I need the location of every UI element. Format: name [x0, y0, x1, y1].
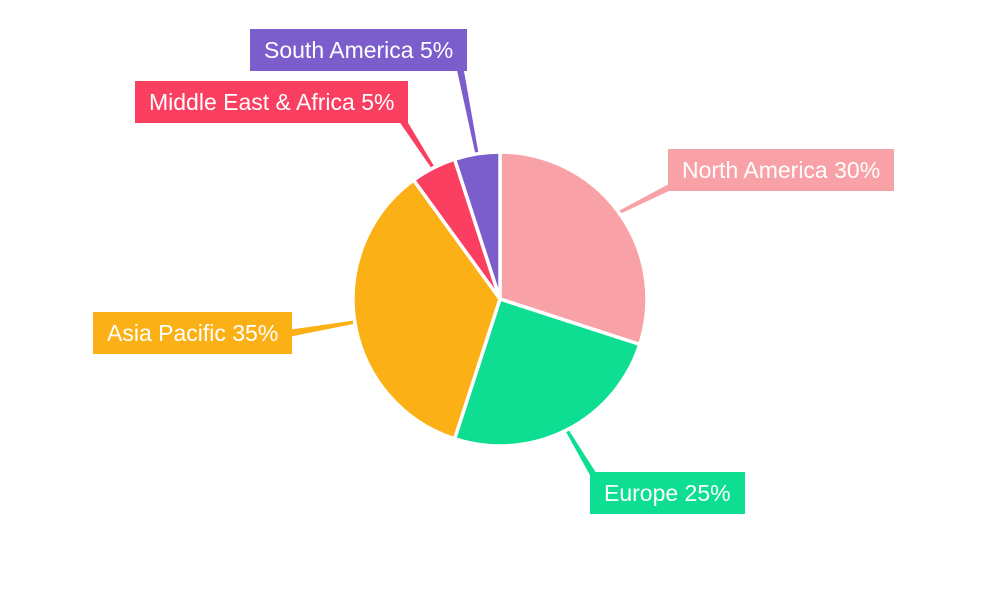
label-middle-east-africa: Middle East & Africa 5% — [135, 81, 409, 123]
leader-line-north-america — [618, 180, 678, 215]
pie-slice-north-america[interactable] — [498, 150, 649, 347]
label-asia-pacific: Asia Pacific 35% — [93, 312, 293, 354]
leader-line-south-america — [456, 67, 479, 155]
pie-slice-asia-pacific[interactable] — [351, 178, 502, 441]
leader-line-europe — [565, 429, 599, 481]
pie-slice-south-america[interactable] — [452, 150, 502, 301]
label-south-america: South America 5% — [250, 29, 468, 71]
pie-slice-europe[interactable] — [452, 297, 642, 448]
label-europe: Europe 25% — [590, 472, 745, 514]
leader-line-middle-east-africa — [400, 119, 435, 169]
label-north-america: North America 30% — [668, 149, 895, 191]
leader-line-asia-pacific — [290, 320, 356, 337]
